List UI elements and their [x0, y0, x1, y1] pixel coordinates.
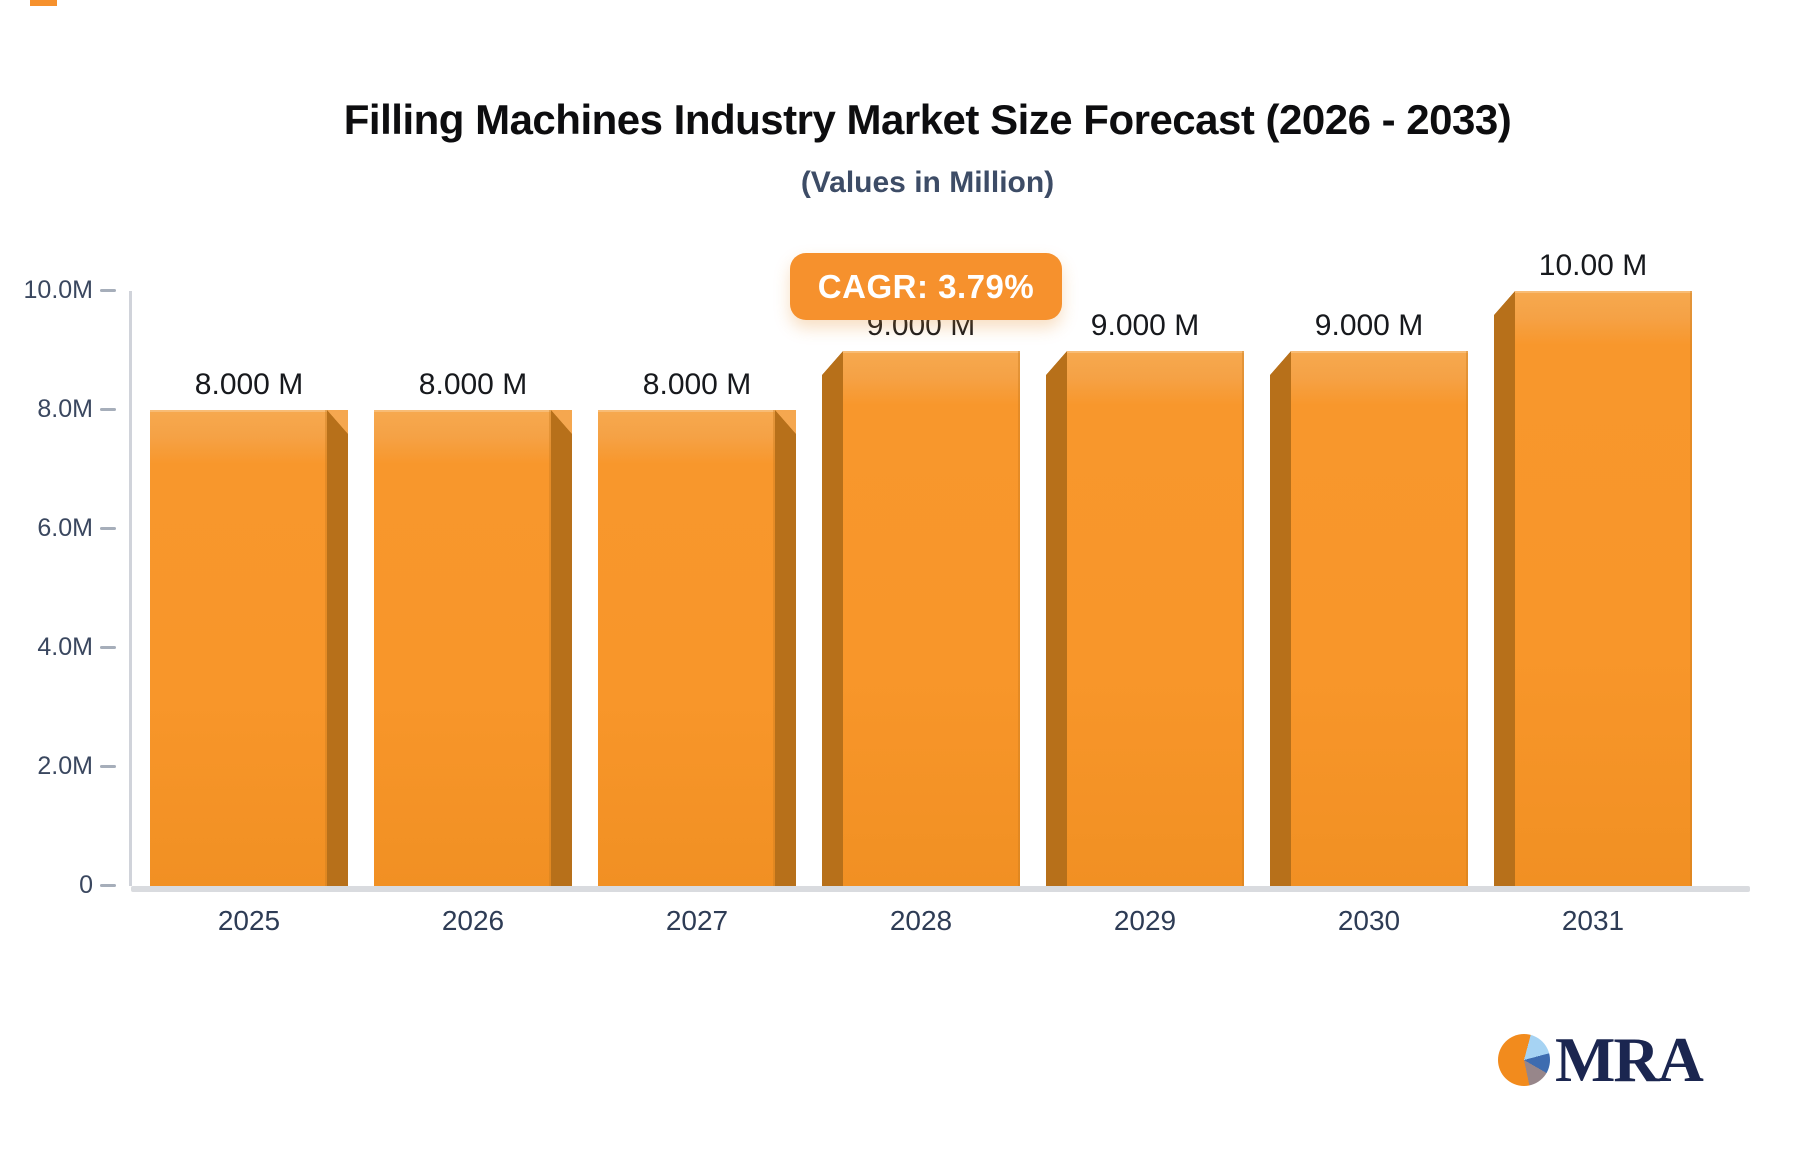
brand-logo-text: MRA	[1555, 1024, 1704, 1095]
y-axis-tick	[100, 408, 116, 411]
bar-3d-bevel	[551, 410, 572, 886]
y-axis-tick	[100, 527, 116, 530]
bar-value-label: 10.00 M	[1538, 249, 1648, 282]
bar	[1515, 291, 1692, 886]
top-edge-artifact	[30, 0, 57, 6]
y-axis-tick	[100, 289, 116, 292]
bar	[843, 350, 1020, 886]
y-axis-tick-label: 8.0M	[37, 395, 93, 423]
chart-title: Filling Machines Industry Market Size Fo…	[343, 96, 1512, 143]
chart-subtitle: (Values in Million)	[800, 166, 1055, 199]
y-axis-line	[129, 291, 132, 886]
bar	[1291, 350, 1468, 886]
y-axis-tick-label: 10.0M	[23, 276, 93, 304]
x-axis-baseline	[131, 886, 1750, 892]
x-axis-label: 2028	[889, 905, 953, 936]
bar	[598, 410, 775, 886]
y-axis-tick-label: 2.0M	[37, 752, 93, 780]
x-axis-label: 2029	[1113, 905, 1177, 936]
x-axis-label: 2031	[1561, 905, 1625, 936]
x-axis-label: 2026	[441, 905, 505, 936]
cagr-badge: CAGR: 3.79%	[790, 253, 1062, 320]
bar-3d-bevel	[327, 410, 348, 886]
bar-3d-bevel	[1494, 291, 1515, 886]
bar-value-label: 8.000 M	[642, 368, 752, 401]
pie-chart-icon	[1498, 1034, 1550, 1086]
y-axis-tick-label: 4.0M	[37, 633, 93, 661]
bar-3d-bevel	[775, 410, 796, 886]
bar-value-label: 8.000 M	[194, 368, 304, 401]
brand-logo: MRA	[1498, 1024, 1704, 1095]
bar	[374, 410, 551, 886]
y-axis-tick	[100, 765, 116, 768]
bar	[1067, 350, 1244, 886]
bar-value-label: 8.000 M	[418, 368, 528, 401]
bar-3d-bevel	[1046, 350, 1067, 886]
bar-value-label: 9.000 M	[1090, 308, 1200, 342]
x-axis-label: 2027	[665, 905, 729, 936]
y-axis-tick	[100, 646, 116, 649]
y-axis-tick-label: 6.0M	[37, 514, 93, 542]
bar-3d-bevel	[822, 350, 843, 886]
x-axis-label: 2030	[1337, 905, 1401, 936]
bar-value-label: 9.000 M	[1314, 308, 1424, 342]
y-axis-tick	[100, 884, 116, 887]
x-axis-label: 2025	[217, 905, 281, 936]
cagr-badge-label: CAGR: 3.79%	[817, 267, 1035, 305]
y-axis-tick-label: 0	[79, 871, 93, 899]
bar-3d-bevel	[1270, 350, 1291, 886]
bar	[150, 410, 327, 886]
